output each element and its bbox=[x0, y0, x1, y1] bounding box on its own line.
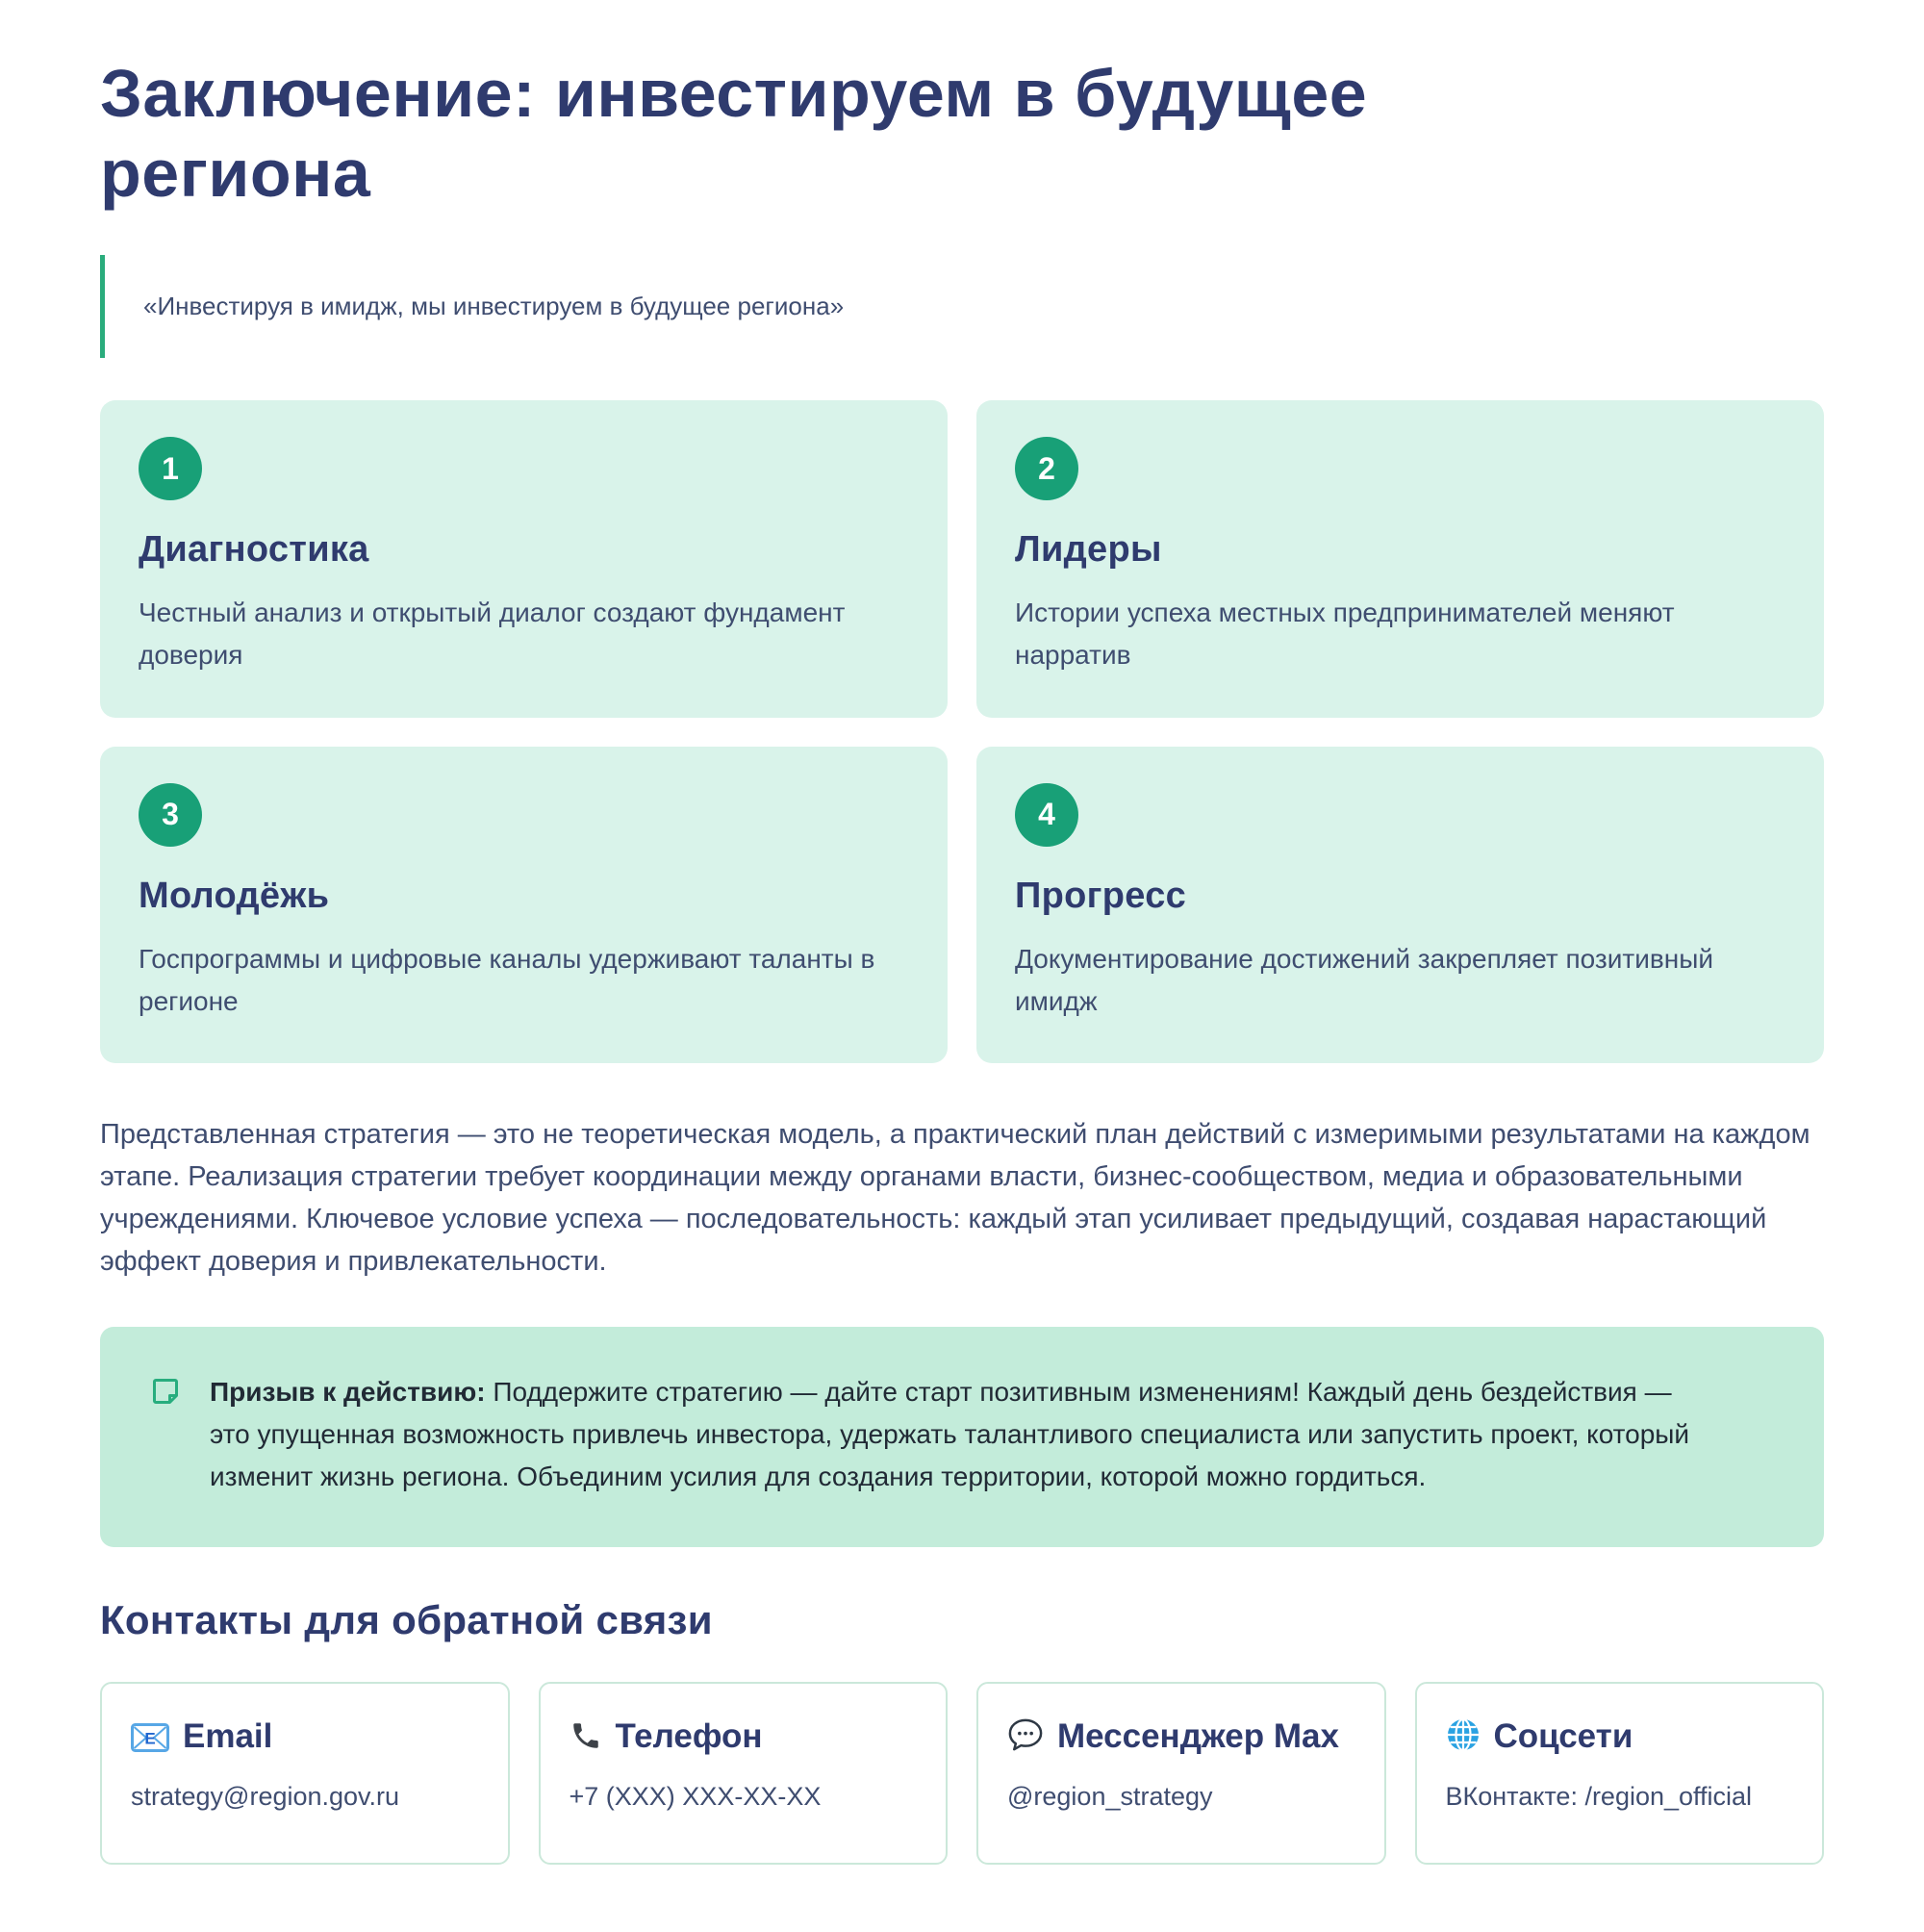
contact-card-social: Соцсети ВКонтакте: /region_official bbox=[1414, 1682, 1824, 1866]
step-card-progress: 4 Прогресс Документирование достижений з… bbox=[976, 746, 1824, 1064]
contact-title: Соцсети bbox=[1446, 1715, 1794, 1759]
note-icon bbox=[150, 1376, 181, 1411]
cta-body: Поддержите стратегию — дайте старт позит… bbox=[210, 1377, 1690, 1491]
contact-card-email: E Email strategy@region.gov.ru bbox=[100, 1682, 510, 1866]
contact-title: Телефон bbox=[570, 1715, 918, 1759]
cta-box: Призыв к действию: Поддержите стратегию … bbox=[100, 1327, 1824, 1548]
step-card-diagnostics: 1 Диагностика Честный анализ и открытый … bbox=[100, 400, 948, 718]
contact-card-phone: Телефон +7 (XXX) XXX-XX-XX bbox=[538, 1682, 948, 1866]
contact-title: Мессенджер Max bbox=[1007, 1715, 1355, 1759]
step-number-badge: 3 bbox=[139, 782, 202, 847]
quote-text: «Инвестируя в имидж, мы инвестируем в бу… bbox=[143, 292, 845, 321]
contact-title-text: Мессенджер Max bbox=[1057, 1717, 1339, 1756]
contacts-heading: Контакты для обратной связи bbox=[100, 1597, 713, 1643]
steps-grid: 1 Диагностика Честный анализ и открытый … bbox=[100, 400, 1824, 1064]
globe-icon bbox=[1446, 1717, 1481, 1752]
email-icon: E bbox=[131, 1723, 169, 1753]
svg-text:E: E bbox=[144, 1730, 155, 1748]
step-description: Госпрограммы и цифровые каналы удерживаю… bbox=[139, 943, 875, 1016]
messenger-handle[interactable]: @region_strategy bbox=[1007, 1781, 1213, 1811]
step-title: Молодёжь bbox=[139, 875, 330, 916]
summary-paragraph: Представленная стратегия — это не теорет… bbox=[100, 1119, 1810, 1278]
contact-card-messenger: Мессенджер Max @region_strategy bbox=[976, 1682, 1386, 1866]
step-number-badge: 1 bbox=[139, 437, 202, 501]
step-card-leaders: 2 Лидеры Истории успеха местных предприн… bbox=[976, 400, 1824, 718]
step-description: Документирование достижений закрепляет п… bbox=[1015, 943, 1713, 1016]
contact-title-text: Телефон bbox=[615, 1717, 763, 1756]
cta-label: Призыв к действию: bbox=[210, 1377, 486, 1408]
step-card-youth: 3 Молодёжь Госпрограммы и цифровые канал… bbox=[100, 746, 948, 1064]
step-title: Лидеры bbox=[1015, 529, 1162, 571]
email-address[interactable]: strategy@region.gov.ru bbox=[131, 1781, 400, 1811]
contact-title-text: Соцсети bbox=[1493, 1717, 1633, 1756]
contact-title-text: Email bbox=[183, 1717, 273, 1756]
social-handle[interactable]: ВКонтакте: /region_official bbox=[1445, 1781, 1753, 1811]
cta-text: Призыв к действию: Поддержите стратегию … bbox=[210, 1371, 1710, 1497]
contact-title: E Email bbox=[131, 1715, 479, 1759]
step-number-badge: 2 bbox=[1015, 437, 1078, 501]
phone-number[interactable]: +7 (XXX) XXX-XX-XX bbox=[569, 1781, 822, 1811]
step-description: Честный анализ и открытый диалог создают… bbox=[139, 597, 846, 671]
page-title: Заключение: инвестируем в будущее регион… bbox=[100, 56, 1368, 211]
contacts-grid: E Email strategy@region.gov.ru Телефон +7… bbox=[100, 1682, 1824, 1866]
step-number-badge: 4 bbox=[1015, 782, 1078, 847]
quote-block: «Инвестируя в имидж, мы инвестируем в бу… bbox=[100, 255, 1824, 359]
step-title: Прогресс bbox=[1015, 875, 1187, 916]
step-description: Истории успеха местных предпринимателей … bbox=[1015, 597, 1675, 671]
phone-icon bbox=[570, 1719, 602, 1752]
messenger-icon bbox=[1007, 1717, 1044, 1752]
step-title: Диагностика bbox=[139, 529, 369, 571]
